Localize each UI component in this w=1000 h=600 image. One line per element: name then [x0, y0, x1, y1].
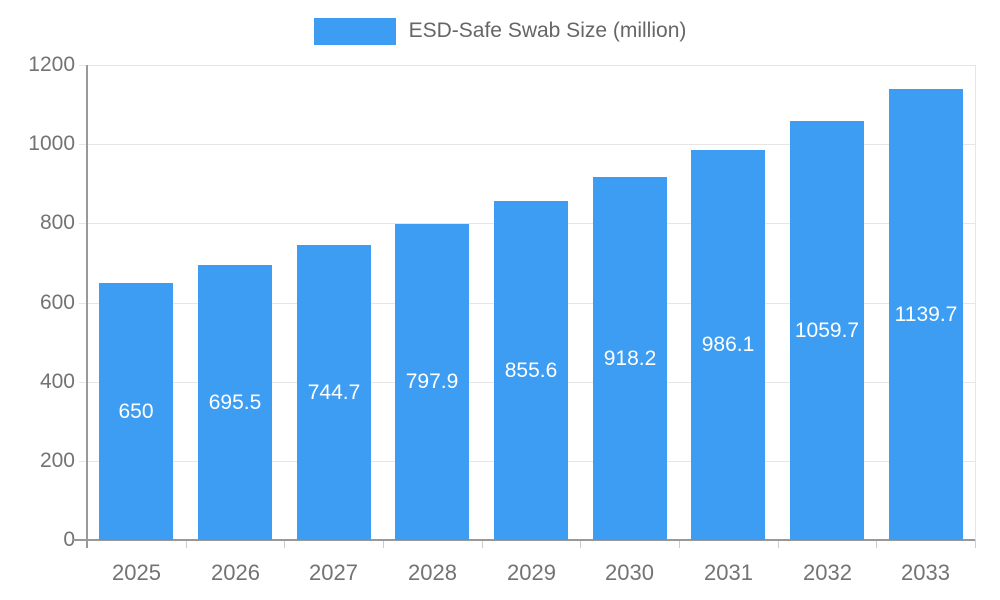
x-axis-label: 2033 — [901, 560, 950, 585]
y-gridline — [87, 65, 975, 66]
bar-value-label: 918.2 — [603, 346, 657, 370]
y-gridline — [87, 144, 975, 145]
x-axis-label: 2026 — [211, 560, 260, 585]
x-tick-mark — [383, 540, 384, 548]
bar: 986.1 — [691, 150, 765, 540]
y-axis-label: 200 — [39, 449, 75, 472]
x-axis-line — [73, 539, 975, 541]
x-axis-label: 2030 — [605, 560, 654, 585]
y-axis-label: 1200 — [28, 53, 75, 76]
x-tick-mark — [580, 540, 581, 548]
legend-swatch — [313, 17, 396, 45]
bar-value-label: 797.9 — [405, 370, 459, 393]
legend-label: ESD-Safe Swab Size (million) — [408, 19, 687, 42]
y-axis-label: 600 — [39, 291, 75, 314]
y-axis-label: 400 — [39, 370, 75, 393]
plot-right-border — [975, 65, 976, 540]
y-tick-mark — [79, 303, 87, 304]
bar: 1139.7 — [889, 89, 963, 540]
x-tick-mark — [86, 540, 88, 548]
x-tick-mark — [482, 540, 483, 548]
x-axis-label: 2031 — [704, 560, 753, 585]
bar-value-label: 1139.7 — [894, 302, 958, 326]
bar-value-label: 695.5 — [208, 390, 262, 414]
x-axis-label: 2032 — [803, 560, 852, 585]
y-tick-mark — [79, 382, 87, 383]
bar-value-label: 855.6 — [504, 358, 558, 382]
y-axis-label: 1000 — [28, 132, 75, 155]
y-axis-label: 0 — [63, 528, 75, 551]
x-axis-label: 2027 — [309, 560, 358, 585]
x-tick-mark — [679, 540, 680, 548]
bar: 695.5 — [198, 265, 272, 540]
x-tick-mark — [876, 540, 877, 548]
x-axis-label: 2025 — [112, 560, 161, 585]
bar: 797.9 — [395, 224, 469, 540]
y-axis-label: 800 — [39, 211, 75, 234]
y-tick-mark — [79, 223, 87, 224]
y-tick-mark — [79, 65, 87, 66]
bar-value-label: 650 — [118, 399, 154, 423]
bar: 918.2 — [593, 177, 667, 540]
x-tick-mark — [284, 540, 285, 548]
y-axis-line — [86, 65, 88, 542]
bar-value-label: 1059.7 — [794, 318, 860, 342]
x-tick-mark — [186, 540, 187, 548]
x-axis-label: 2029 — [507, 560, 556, 585]
bar: 650 — [99, 283, 173, 540]
y-tick-mark — [79, 461, 87, 462]
x-tick-mark — [975, 540, 976, 548]
bar-value-label: 986.1 — [701, 333, 755, 356]
y-tick-mark — [79, 144, 87, 145]
bar-value-label: 744.7 — [307, 380, 361, 404]
x-axis-label: 2028 — [408, 560, 457, 585]
x-tick-mark — [778, 540, 779, 548]
bar: 744.7 — [297, 245, 371, 540]
bar: 855.6 — [494, 201, 568, 540]
legend[interactable]: ESD-Safe Swab Size (million) — [0, 16, 1000, 46]
bar: 1059.7 — [790, 121, 864, 540]
